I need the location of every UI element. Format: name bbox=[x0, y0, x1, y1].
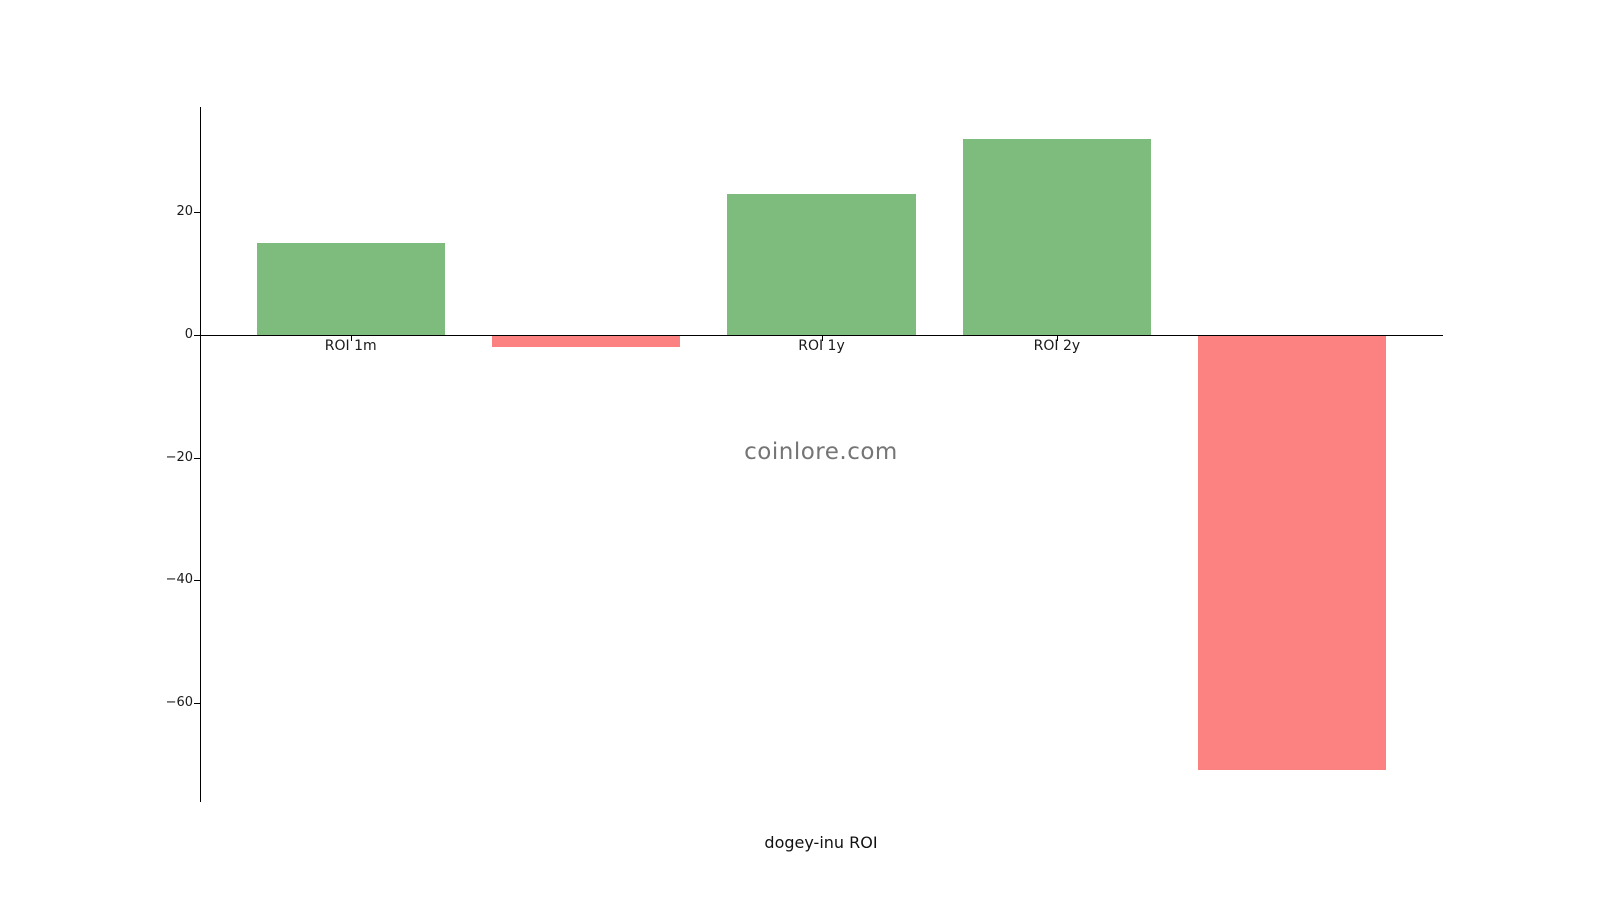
y-tick-2 bbox=[194, 457, 200, 459]
y-tick-3 bbox=[194, 580, 200, 582]
chart-xlabel: dogey-inu ROI bbox=[764, 833, 878, 852]
x-tick-roi-2y bbox=[1056, 335, 1058, 341]
coinlore-watermark: coinlore.com bbox=[744, 439, 898, 465]
bar-roi-2y bbox=[962, 138, 1152, 335]
bar-unlabeled-2 bbox=[491, 336, 681, 348]
y-tick-label-2: −20 bbox=[165, 449, 193, 465]
y-tick-label-1: 0 bbox=[184, 327, 193, 342]
bar-unlabeled-5 bbox=[1198, 336, 1387, 771]
x-tick-label-roi-1y: ROI 1y bbox=[798, 338, 845, 354]
x-tick-label-roi-2y: ROI 2y bbox=[1033, 338, 1081, 354]
bar-roi-1m bbox=[256, 243, 445, 335]
x-tick-label-roi-1m: ROI 1m bbox=[324, 338, 377, 354]
y-tick-label-0: 20 bbox=[176, 204, 193, 220]
y-tick-label-4: −60 bbox=[165, 694, 193, 710]
y-tick-1 bbox=[194, 335, 200, 336]
y-tick-label-3: −40 bbox=[165, 572, 193, 588]
y-tick-4 bbox=[194, 702, 200, 704]
y-axis-line bbox=[200, 107, 201, 802]
y-tick-0 bbox=[194, 212, 200, 214]
x-tick-roi-1y bbox=[821, 335, 823, 341]
bar-roi-1y bbox=[727, 194, 916, 335]
x-tick-roi-1m bbox=[350, 335, 352, 341]
